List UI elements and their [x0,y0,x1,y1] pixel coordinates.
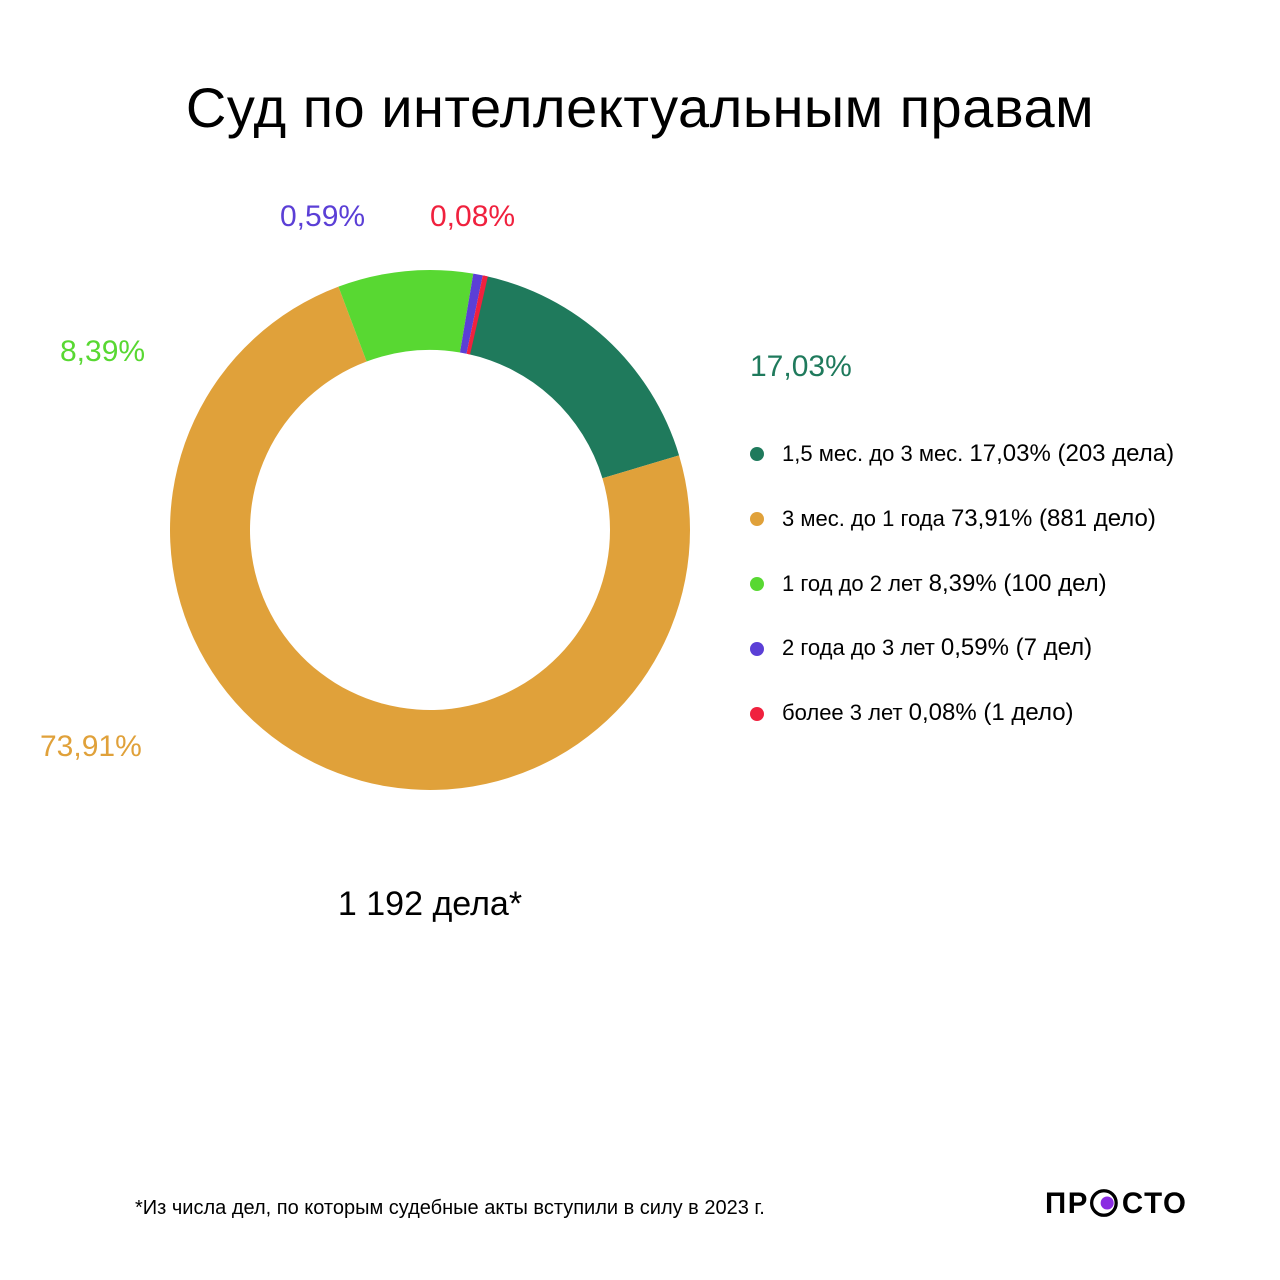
legend-item-seg5: более 3 лет 0,08% (1 дело) [750,699,1250,728]
legend-category: более 3 лет [782,700,909,725]
callout-seg4: 0,59% [280,200,365,234]
logo-text-pr: ПР [1045,1187,1089,1220]
legend-label: 2 года до 3 лет 0,59% (7 дел) [782,634,1092,663]
legend-dot-icon [750,642,764,656]
legend-category: 1 год до 2 лет [782,571,929,596]
legend-dot-icon [750,707,764,721]
legend-value: 73,91% (881 дело) [951,505,1156,532]
logo-text-sto: СТО [1122,1187,1188,1220]
callout-seg2: 73,91% [40,730,142,764]
legend-value: 0,08% (1 дело) [909,699,1074,726]
legend-item-seg3: 1 год до 2 лет 8,39% (100 дел) [750,570,1250,599]
total-cases-label: 1 192 дела* [130,885,730,924]
donut-segment-seg1 [467,276,679,479]
legend-label: 3 мес. до 1 года 73,91% (881 дело) [782,505,1156,534]
legend-category: 3 мес. до 1 года [782,506,951,531]
footnote: *Из числа дел, по которым судебные акты … [135,1197,765,1220]
callout-seg5: 0,08% [430,200,515,234]
legend-category: 1,5 мес. до 3 мес. [782,441,969,466]
legend-dot-icon [750,447,764,461]
callout-seg1: 17,03% [750,350,852,384]
donut-chart: 17,03%73,91%8,39%0,59%0,08% [130,230,730,830]
legend-value: 8,39% (100 дел) [929,570,1107,597]
legend-dot-icon [750,577,764,591]
legend-label: 1 год до 2 лет 8,39% (100 дел) [782,570,1107,599]
legend-value: 0,59% (7 дел) [941,634,1092,661]
legend-category: 2 года до 3 лет [782,635,941,660]
brand-logo: ПР СТО [1045,1181,1225,1225]
legend: 1,5 мес. до 3 мес. 17,03% (203 дела) 3 ме… [750,440,1250,764]
legend-label: 1,5 мес. до 3 мес. 17,03% (203 дела) [782,440,1174,469]
callout-seg3: 8,39% [60,335,145,369]
legend-dot-icon [750,512,764,526]
legend-value: 17,03% (203 дела) [969,440,1174,467]
logo-eye-icon [1092,1191,1117,1216]
legend-label: более 3 лет 0,08% (1 дело) [782,699,1074,728]
legend-item-seg1: 1,5 мес. до 3 мес. 17,03% (203 дела) [750,440,1250,469]
legend-item-seg4: 2 года до 3 лет 0,59% (7 дел) [750,634,1250,663]
legend-item-seg2: 3 мес. до 1 года 73,91% (881 дело) [750,505,1250,534]
chart-title: Суд по интеллектуальным правам [0,75,1280,140]
